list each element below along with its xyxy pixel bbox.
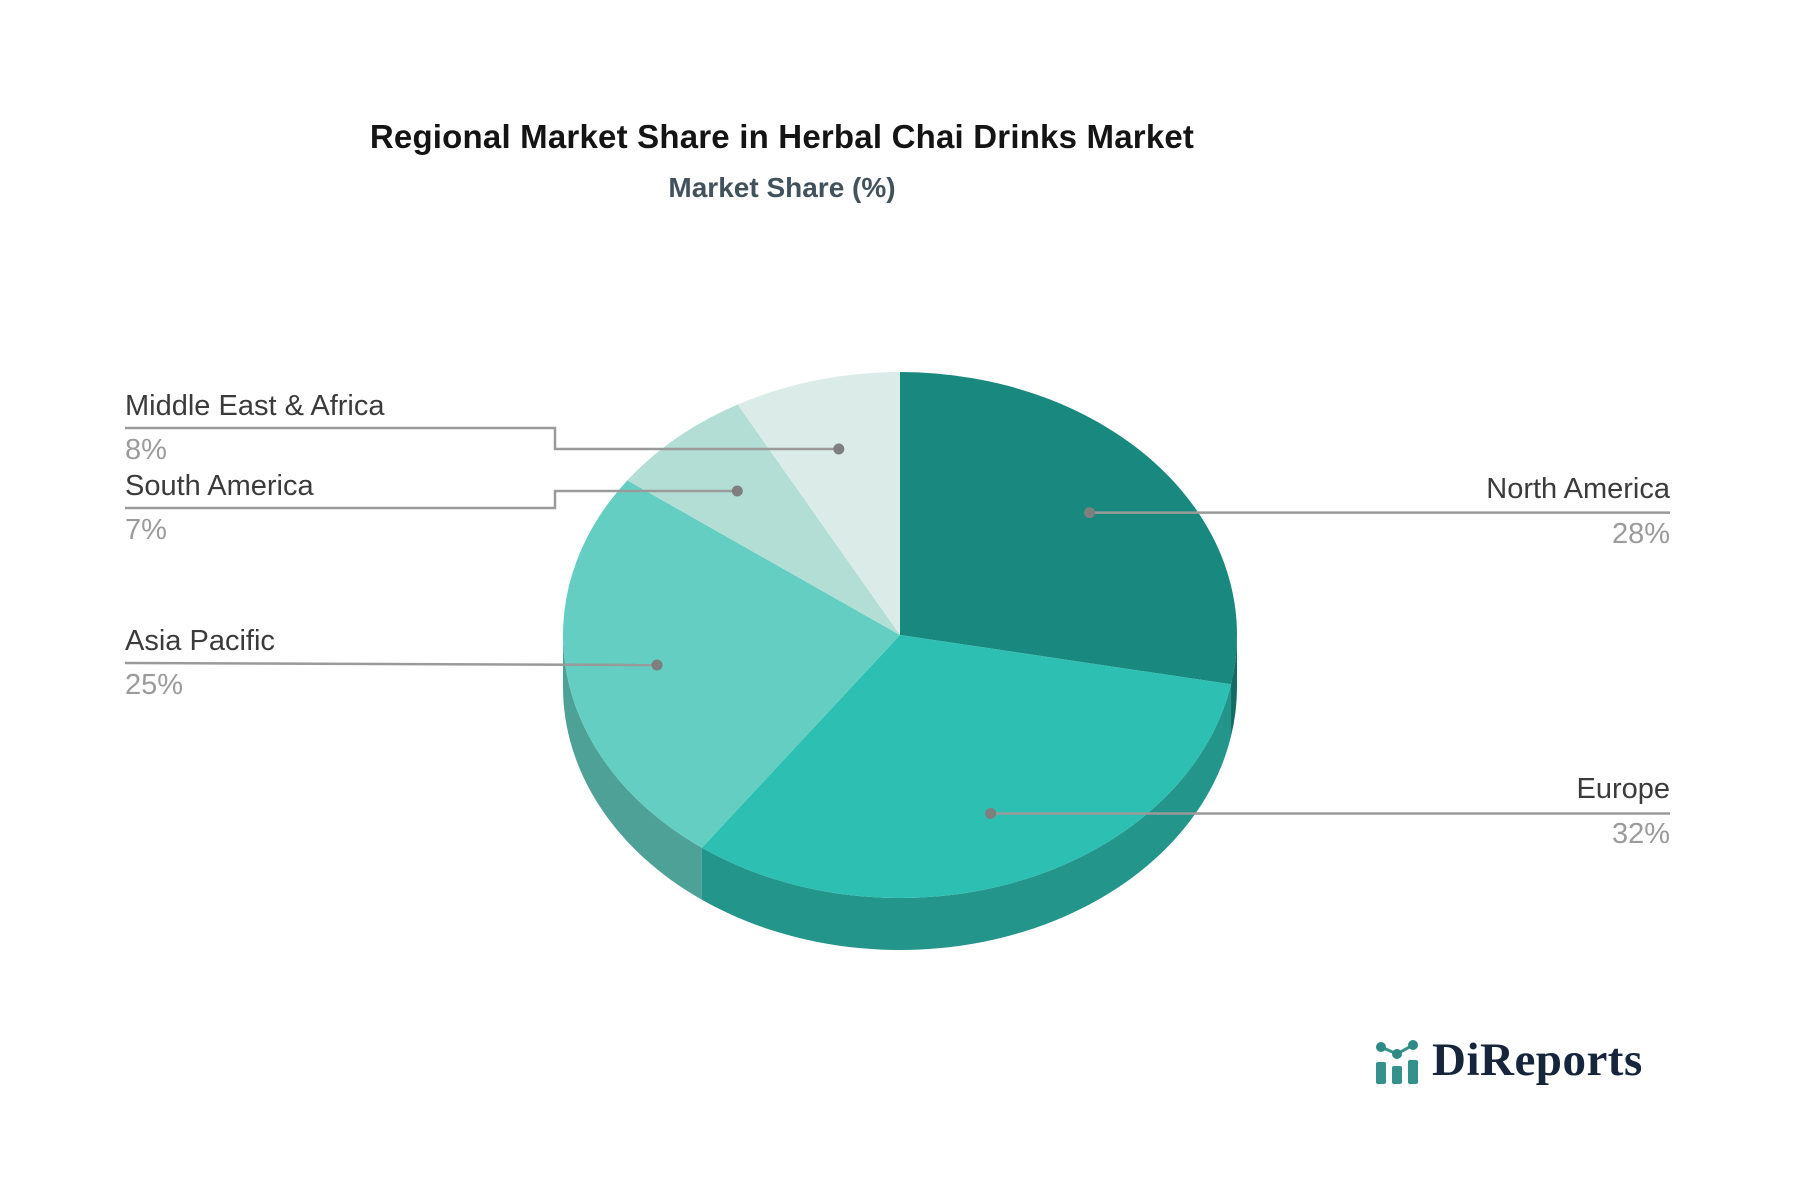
slice-middle-east-africa[interactable] xyxy=(737,372,900,635)
slice-label-north-america: North America xyxy=(1486,473,1670,505)
slice-side-asia-pacific xyxy=(563,635,702,900)
slice-label-south-america: South America xyxy=(125,470,314,502)
leader-line-south-america xyxy=(125,489,738,510)
logo-text: DiReports xyxy=(1432,1034,1643,1086)
direports-logo: DiReports xyxy=(1372,1032,1643,1084)
chart-subtitle: Market Share (%) xyxy=(668,172,896,203)
slice-value-europe: 32% xyxy=(1611,818,1670,850)
chart-title: Regional Market Share in Herbal Chai Dri… xyxy=(369,118,1195,155)
bar-line-chart-icon xyxy=(1376,1040,1418,1084)
slice-label-europe: Europe xyxy=(1576,773,1670,805)
slice-label-asia-pacific: Asia Pacific xyxy=(125,625,275,657)
slice-value-asia-pacific: 25% xyxy=(125,669,184,701)
slice-europe[interactable] xyxy=(701,635,1232,898)
slice-value-middle-east-africa: 8% xyxy=(125,434,167,466)
slice-value-north-america: 28% xyxy=(1611,518,1670,550)
slice-asia-pacific[interactable] xyxy=(563,480,900,848)
slice-north-america[interactable] xyxy=(900,372,1237,685)
leader-dot-europe xyxy=(985,808,997,820)
leader-dot-north-america xyxy=(1084,507,1096,519)
slice-side-north-america xyxy=(1231,635,1237,737)
slice-value-south-america: 7% xyxy=(125,514,167,546)
leader-dot-south-america xyxy=(731,485,743,497)
leader-line-asia-pacific xyxy=(124,661,658,667)
slice-south-america[interactable] xyxy=(627,404,900,635)
slice-label-middle-east-africa: Middle East & Africa xyxy=(125,390,385,422)
leader-dot-middle-east-africa xyxy=(833,443,845,455)
leader-dot-asia-pacific xyxy=(651,659,663,671)
slice-side-europe xyxy=(701,684,1232,950)
title-block: Regional Market Share in Herbal Chai Dri… xyxy=(0,0,1564,204)
leader-line-middle-east-africa xyxy=(125,426,839,451)
